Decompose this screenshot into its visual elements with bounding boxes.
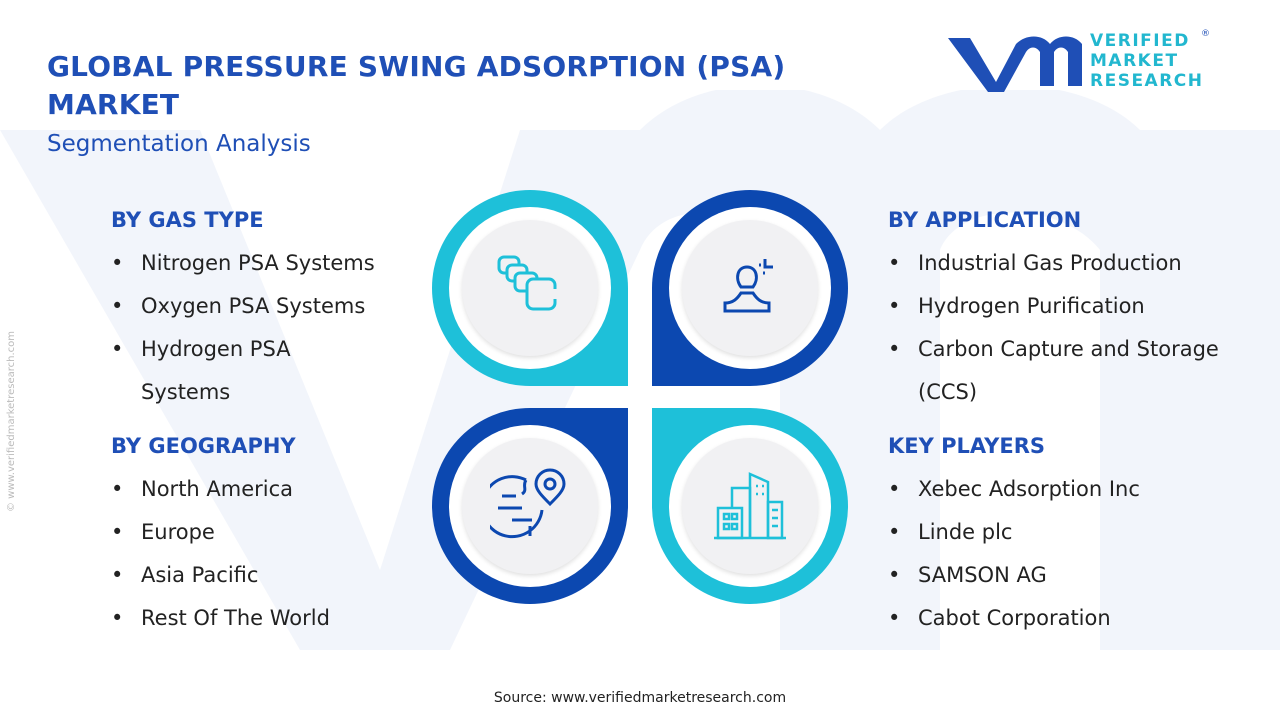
list-item: Nitrogen PSA Systems	[111, 242, 431, 285]
list-item: Cabot Corporation	[888, 597, 1278, 640]
segment-application: BY APPLICATION Industrial Gas Production…	[888, 208, 1278, 414]
list-item: Hydrogen Purification	[888, 285, 1278, 328]
segment-heading: BY GEOGRAPHY	[111, 434, 296, 458]
list-item: SAMSON AG	[888, 554, 1278, 597]
segment-heading: KEY PLAYERS	[888, 434, 1045, 458]
list-item: Europe	[111, 511, 431, 554]
side-watermark: © www.verifiedmarketresearch.com	[6, 330, 17, 512]
logo-text: VERIFIED MARKET RESEARCH	[1090, 31, 1204, 91]
application-quadrant	[652, 190, 848, 386]
user-icon	[723, 259, 773, 313]
globe-location-icon	[490, 468, 566, 539]
list-item: Hydrogen PSA Systems	[111, 328, 341, 414]
page-subtitle: Segmentation Analysis	[47, 131, 311, 157]
segment-gas-type: BY GAS TYPE Nitrogen PSA SystemsOxygen P…	[111, 208, 431, 414]
registered-mark: ®	[1201, 29, 1210, 39]
geography-quadrant	[432, 408, 628, 604]
list-item: Linde plc	[888, 511, 1278, 554]
cylinders-icon	[497, 255, 557, 311]
list-item: Oxygen PSA Systems	[111, 285, 431, 328]
page-title: GLOBAL PRESSURE SWING ADSORPTION (PSA) M…	[47, 50, 786, 121]
segment-heading: BY APPLICATION	[888, 208, 1082, 232]
segment-key-players: KEY PLAYERS Xebec Adsorption IncLinde pl…	[888, 434, 1278, 640]
list-item: North America	[111, 468, 431, 511]
list-item: Xebec Adsorption Inc	[888, 468, 1278, 511]
segment-geography: BY GEOGRAPHY North AmericaEuropeAsia Pac…	[111, 434, 431, 640]
list-item: Carbon Capture and Storage (CCS)	[888, 328, 1278, 414]
buildings-icon	[714, 472, 786, 540]
segment-heading: BY GAS TYPE	[111, 208, 264, 232]
key-players-quadrant	[652, 408, 848, 604]
vmr-logo-icon	[948, 36, 1082, 92]
list-item: Asia Pacific	[111, 554, 431, 597]
gas-type-quadrant	[432, 190, 628, 386]
list-item: Industrial Gas Production	[888, 242, 1278, 285]
list-item: Rest Of The World	[111, 597, 431, 640]
source-caption: Source: www.verifiedmarketresearch.com	[493, 690, 787, 706]
